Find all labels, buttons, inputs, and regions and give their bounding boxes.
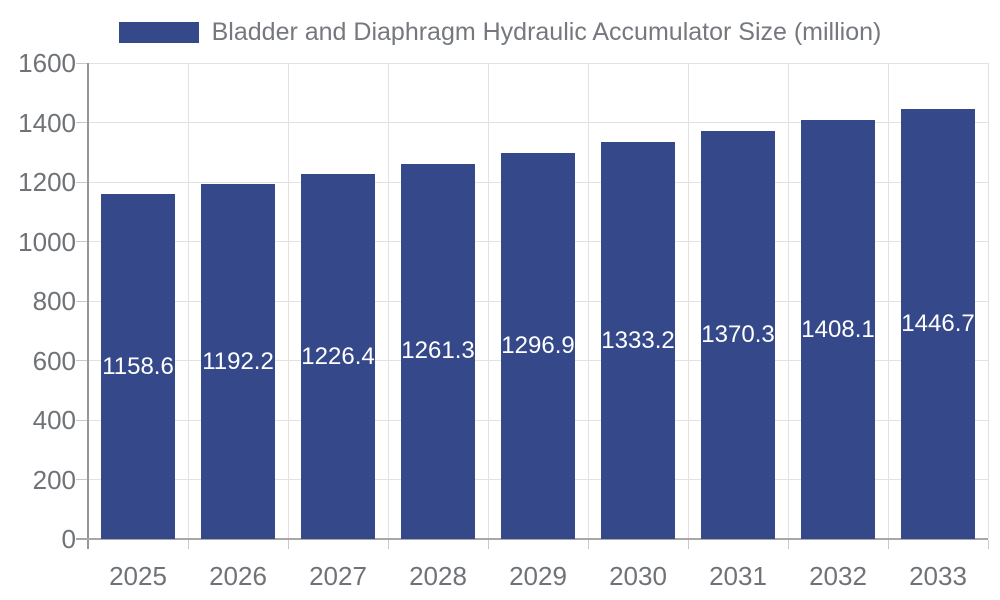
gridline-vertical	[787, 63, 789, 539]
bar-2026[interactable]	[201, 184, 275, 539]
y-axis-tick	[76, 122, 88, 123]
bar-value-label: 1226.4	[301, 342, 375, 370]
x-axis-tick	[387, 540, 389, 549]
y-axis-label: 400	[32, 405, 76, 435]
bar-2031[interactable]	[701, 131, 775, 539]
x-axis-label: 2030	[609, 561, 667, 591]
gridline-vertical	[187, 63, 189, 539]
gridline-vertical	[987, 63, 989, 539]
bar-value-label: 1261.3	[401, 337, 475, 365]
bar-2032[interactable]	[801, 120, 875, 539]
legend-label[interactable]: Bladder and Diaphragm Hydraulic Accumula…	[211, 17, 882, 46]
y-axis-label: 1000	[18, 226, 76, 257]
x-axis-label: 2032	[809, 561, 867, 591]
y-axis-label: 1400	[18, 107, 76, 138]
x-axis-tick	[887, 540, 889, 549]
x-axis-label: 2026	[209, 561, 267, 591]
gridline-vertical	[387, 63, 389, 539]
y-axis-label: 1200	[18, 167, 76, 197]
y-axis-label: 600	[32, 345, 76, 376]
bar-2027[interactable]	[301, 174, 375, 539]
bar-value-label: 1296.9	[501, 332, 575, 360]
y-axis-tick	[76, 479, 88, 480]
bar-2025[interactable]	[101, 194, 175, 539]
x-axis-line	[76, 538, 988, 540]
gridline-vertical	[687, 63, 689, 539]
gridline-horizontal	[88, 122, 988, 123]
bar-value-label: 1446.7	[901, 309, 975, 337]
x-axis-tick	[587, 540, 589, 549]
bar-value-label: 1158.6	[102, 352, 174, 380]
y-axis-tick	[76, 300, 88, 302]
legend-swatch[interactable]	[118, 21, 199, 43]
bar-2028[interactable]	[401, 163, 475, 539]
y-axis-label: 800	[32, 286, 76, 316]
bar-value-label: 1192.2	[202, 347, 274, 375]
gridline-vertical	[587, 63, 589, 539]
x-axis-label: 2033	[909, 561, 967, 591]
gridline-vertical	[287, 63, 289, 539]
y-axis-tick	[76, 360, 88, 361]
y-axis-label: 0	[61, 524, 76, 554]
bar-value-label: 1370.3	[701, 321, 775, 349]
y-axis-label: 200	[32, 464, 76, 495]
x-axis-label: 2029	[509, 561, 567, 591]
x-axis-tick	[487, 540, 489, 549]
bar-value-label: 1408.1	[801, 315, 875, 343]
x-axis-label: 2031	[709, 561, 767, 591]
gridline-horizontal	[88, 62, 988, 64]
y-axis-tick	[76, 241, 88, 242]
x-axis-label: 2028	[409, 561, 467, 591]
x-axis-tick	[987, 540, 989, 549]
x-axis-tick	[287, 540, 289, 549]
bar-2030[interactable]	[601, 142, 675, 539]
y-axis-tick	[76, 62, 88, 64]
bar-value-label: 1333.2	[601, 326, 675, 354]
y-axis-tick	[76, 419, 88, 421]
x-axis-tick	[687, 540, 689, 549]
bar-2033[interactable]	[901, 108, 975, 539]
x-axis-tick	[187, 540, 189, 549]
x-axis-label: 2025	[109, 561, 167, 591]
y-axis-label: 1600	[18, 48, 76, 78]
y-axis-line	[87, 63, 89, 549]
x-axis-tick	[787, 540, 789, 549]
gridline-vertical	[887, 63, 889, 539]
x-axis-label: 2027	[309, 561, 367, 591]
y-axis-tick	[76, 181, 88, 183]
gridline-vertical	[487, 63, 489, 539]
bar-2029[interactable]	[501, 153, 575, 539]
legend[interactable]: Bladder and Diaphragm Hydraulic Accumula…	[0, 18, 1000, 46]
